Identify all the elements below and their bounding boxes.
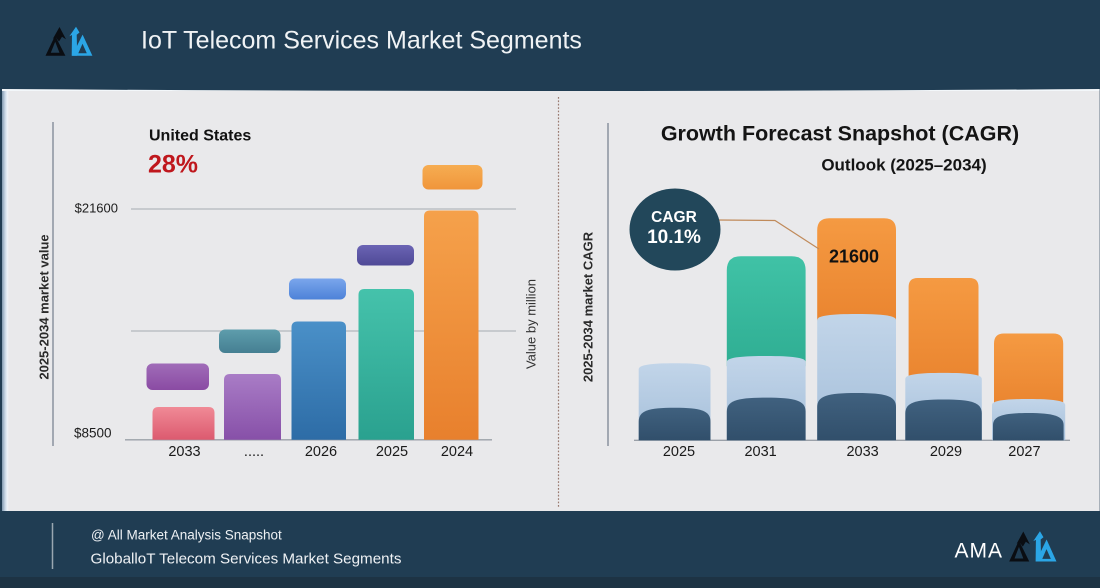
svg-text:AMA: AMA xyxy=(955,540,1004,563)
svg-text:Outlook (2025–2034): Outlook (2025–2034) xyxy=(821,156,986,175)
svg-text:$8500: $8500 xyxy=(74,426,112,441)
svg-text:CAGR: CAGR xyxy=(651,209,697,226)
svg-text:@ All Market Analysis Snapshot: @ All Market Analysis Snapshot xyxy=(91,528,282,543)
svg-text:2029: 2029 xyxy=(930,444,962,460)
svg-text:2033: 2033 xyxy=(168,444,200,460)
svg-text:Growth Forecast Snapshot (CAGR: Growth Forecast Snapshot (CAGR) xyxy=(661,122,1019,146)
svg-text:2031: 2031 xyxy=(744,444,776,460)
svg-text:2025: 2025 xyxy=(663,444,695,460)
svg-text:2025: 2025 xyxy=(376,444,408,460)
svg-text:2026: 2026 xyxy=(305,444,337,460)
svg-text:United States: United States xyxy=(149,128,251,145)
svg-text:Value by million: Value by million xyxy=(524,279,539,369)
svg-text:21600: 21600 xyxy=(829,247,879,267)
svg-text:2025-2034 market value: 2025-2034 market value xyxy=(37,234,52,379)
svg-text:28%: 28% xyxy=(148,151,198,179)
svg-text:2027: 2027 xyxy=(1008,444,1040,460)
svg-text:2024: 2024 xyxy=(441,444,473,460)
svg-text:10.1%: 10.1% xyxy=(647,227,701,248)
svg-text:GloballoT Telecom Services Mar: GloballoT Telecom Services Market Segmen… xyxy=(91,551,402,568)
svg-text:$21600: $21600 xyxy=(75,201,118,216)
svg-text:2033: 2033 xyxy=(846,444,878,460)
svg-text:IoT Telecom Services Market Se: IoT Telecom Services Market Segments xyxy=(141,27,582,55)
svg-text:.....: ..... xyxy=(244,444,264,460)
svg-text:2025-2034 market CAGR: 2025-2034 market CAGR xyxy=(581,231,596,382)
